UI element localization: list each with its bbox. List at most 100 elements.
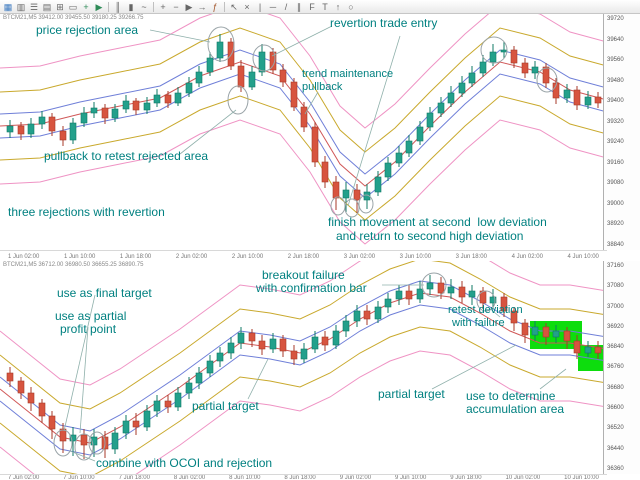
highlight-ellipse [252, 44, 276, 72]
band-second-high-deviation [0, 261, 607, 386]
price-tick: 36680 [607, 384, 624, 391]
candle [573, 340, 581, 354]
candle [69, 122, 77, 141]
channel-icon[interactable]: ∥ [296, 1, 302, 12]
candle [153, 94, 161, 104]
price-tick: 36840 [607, 344, 624, 351]
new-order-icon[interactable]: + [83, 1, 89, 12]
candle [59, 130, 67, 141]
line-chart-icon[interactable]: ~ [141, 1, 147, 12]
vertical-line-icon[interactable]: | [258, 1, 262, 12]
candle [395, 152, 403, 164]
candle [458, 286, 466, 298]
candle [573, 89, 581, 106]
data-window-icon[interactable]: ▤ [42, 1, 52, 12]
candle [195, 71, 203, 84]
candle [279, 69, 287, 83]
bars-chart-icon[interactable]: ║ [114, 1, 122, 12]
annotation-connector [247, 358, 269, 400]
chart-shift-icon[interactable]: → [197, 1, 207, 12]
candle [111, 432, 119, 450]
candle [290, 350, 298, 360]
price-tick: 39240 [607, 139, 624, 146]
zoom-out-icon[interactable]: − [173, 1, 179, 12]
price-tick: 39720 [607, 16, 624, 22]
time-tick: 2 Jun 02:00 [175, 253, 208, 260]
band-mid-line [0, 61, 607, 187]
price-axis-1[interactable]: 39720 39640 39560 39480 39400 39320 39240 39160… [603, 14, 640, 250]
app-icon[interactable]: ▦ [3, 1, 13, 12]
time-axis-2[interactable]: 7 Jun 02:00 7 Jun 10:00 7 Jun 18:00 8 Jun 0… [0, 474, 607, 480]
terminal-icon[interactable]: ▭ [68, 1, 78, 12]
candle [500, 49, 508, 53]
candle [395, 290, 403, 300]
candle [101, 107, 109, 119]
chart-area-2[interactable]: BTCM21,M5 36712.00 36980.50 36655.25 368… [0, 261, 607, 474]
annotation-connector [79, 326, 89, 434]
candle [384, 162, 392, 178]
time-tick: 1 Jun 02:00 [8, 253, 40, 260]
toolbar-separator [153, 1, 154, 12]
profiles-icon[interactable]: ▥ [16, 1, 26, 12]
highlight-ellipse [480, 36, 508, 64]
chart-area-1[interactable]: BTCM21,M5 39412.00 39455.50 39180.25 392… [0, 14, 607, 250]
price-tick: 39160 [607, 159, 624, 166]
candle [59, 428, 67, 442]
horizontal-line-icon[interactable]: ─ [269, 1, 277, 12]
candle [479, 61, 487, 74]
autotrading-icon[interactable]: ▶ [95, 1, 103, 12]
candle [290, 81, 298, 108]
candle [248, 332, 256, 342]
price-tick: 36520 [607, 425, 624, 432]
candle [174, 92, 182, 104]
price-tick: 37160 [607, 263, 624, 269]
navigator-icon[interactable]: ⊞ [56, 1, 64, 12]
band-second-low-deviation [0, 350, 607, 474]
candle [437, 102, 445, 114]
highlight-ellipse [358, 194, 374, 214]
crosshair-icon[interactable]: × [244, 1, 250, 12]
candle [122, 420, 130, 434]
symbol-overlay-2: BTCM21,M5 36712.00 36980.50 36655.25 368… [3, 262, 144, 268]
price-tick: 38840 [607, 241, 624, 248]
candle [342, 320, 350, 332]
candle [510, 49, 518, 64]
fibonacci-icon[interactable]: F [309, 1, 315, 12]
band-mid-band-high [0, 280, 607, 432]
time-tick: 10 Jun 10:00 [564, 475, 599, 480]
price-tick: 36600 [607, 405, 624, 412]
candles-chart-icon[interactable]: ▮ [128, 1, 134, 12]
time-tick: 2 Jun 18:00 [287, 253, 320, 260]
candle [300, 348, 308, 360]
annotation-connector [304, 91, 319, 115]
arrow-object-icon[interactable]: ↑ [335, 1, 341, 12]
annotation-connector [347, 35, 401, 207]
zoom-in-icon[interactable]: + [160, 1, 166, 12]
candle [143, 102, 151, 111]
candle [17, 125, 25, 135]
text-label-icon[interactable]: T [322, 1, 328, 12]
candle [521, 62, 529, 74]
price-tick: 36440 [607, 445, 624, 452]
candle [258, 340, 266, 350]
trendline-icon[interactable]: / [284, 1, 288, 12]
time-tick: 7 Jun 18:00 [118, 475, 150, 480]
price-tick: 38920 [607, 221, 624, 228]
candle [122, 100, 130, 110]
price-axis-2[interactable]: 37160 37080 37000 36920 36840 36760 36680 36600… [603, 261, 640, 474]
candle [111, 108, 119, 119]
candle [552, 82, 560, 99]
candle [6, 372, 14, 382]
candle [132, 420, 140, 428]
candle [174, 392, 182, 408]
indicators-icon[interactable]: ƒ [212, 1, 218, 12]
auto-scroll-icon[interactable]: ▶ [185, 1, 193, 12]
candle [6, 125, 14, 133]
cursor-icon[interactable]: ↖ [230, 1, 238, 12]
candle [237, 65, 245, 88]
shapes-icon[interactable]: ○ [348, 1, 354, 12]
chart-panel-bottom: BTCM21,M5 36712.00 36980.50 36655.25 368… [0, 261, 640, 474]
price-tick: 39000 [607, 200, 624, 207]
market-watch-icon[interactable]: ☰ [29, 1, 39, 12]
time-tick: 10 Jun 02:00 [505, 475, 541, 480]
